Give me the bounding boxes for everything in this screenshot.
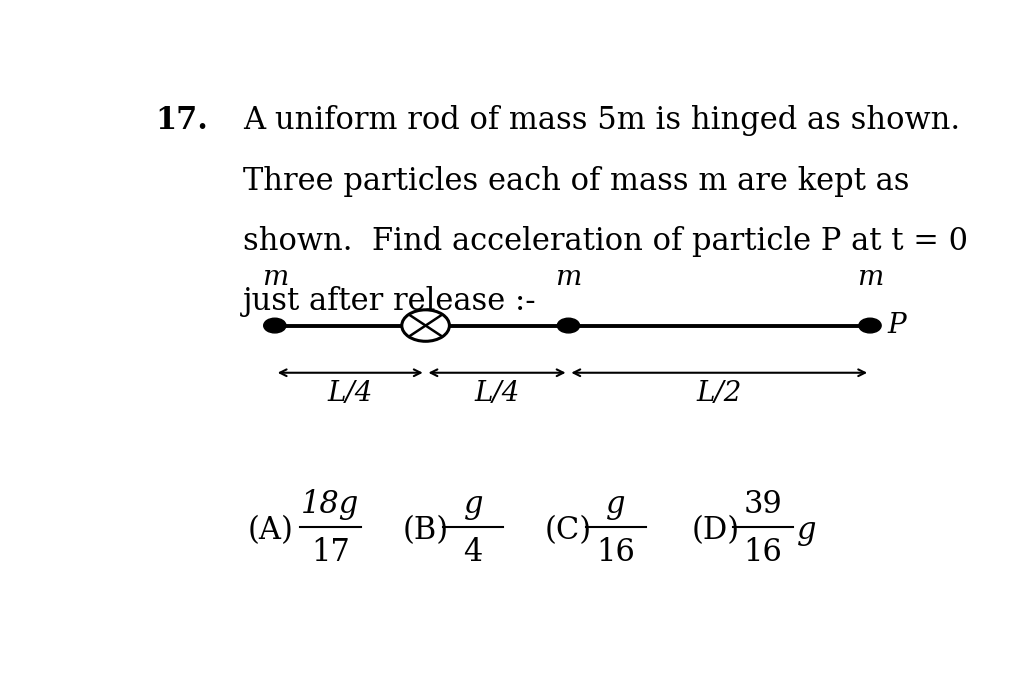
Text: L/4: L/4 <box>474 380 520 407</box>
Text: 16: 16 <box>597 537 636 567</box>
Text: (A): (A) <box>248 515 294 545</box>
Text: 4: 4 <box>464 537 483 567</box>
Text: shown.  Find acceleration of particle P at t = 0: shown. Find acceleration of particle P a… <box>243 226 968 257</box>
Text: m: m <box>555 264 582 291</box>
Text: m: m <box>857 264 884 291</box>
Text: L/2: L/2 <box>696 380 742 407</box>
Text: 18g: 18g <box>301 490 359 520</box>
Text: g: g <box>797 515 816 545</box>
Circle shape <box>264 318 286 333</box>
Text: g: g <box>464 490 483 520</box>
Circle shape <box>859 318 881 333</box>
Text: Three particles each of mass m are kept as: Three particles each of mass m are kept … <box>243 165 909 197</box>
Text: (B): (B) <box>402 515 449 545</box>
Text: 39: 39 <box>743 490 782 520</box>
Text: g: g <box>606 490 626 520</box>
Text: 16: 16 <box>743 537 782 567</box>
Text: just after release :-: just after release :- <box>243 286 537 317</box>
Circle shape <box>401 310 450 341</box>
Text: 17.: 17. <box>156 106 209 136</box>
Circle shape <box>557 318 580 333</box>
Text: P: P <box>888 312 906 339</box>
Text: (D): (D) <box>691 515 739 545</box>
Text: m: m <box>261 264 288 291</box>
Text: 17: 17 <box>311 537 350 567</box>
Text: L/4: L/4 <box>328 380 373 407</box>
Text: (C): (C) <box>545 515 592 545</box>
Text: A uniform rod of mass 5m is hinged as shown.: A uniform rod of mass 5m is hinged as sh… <box>243 106 961 136</box>
